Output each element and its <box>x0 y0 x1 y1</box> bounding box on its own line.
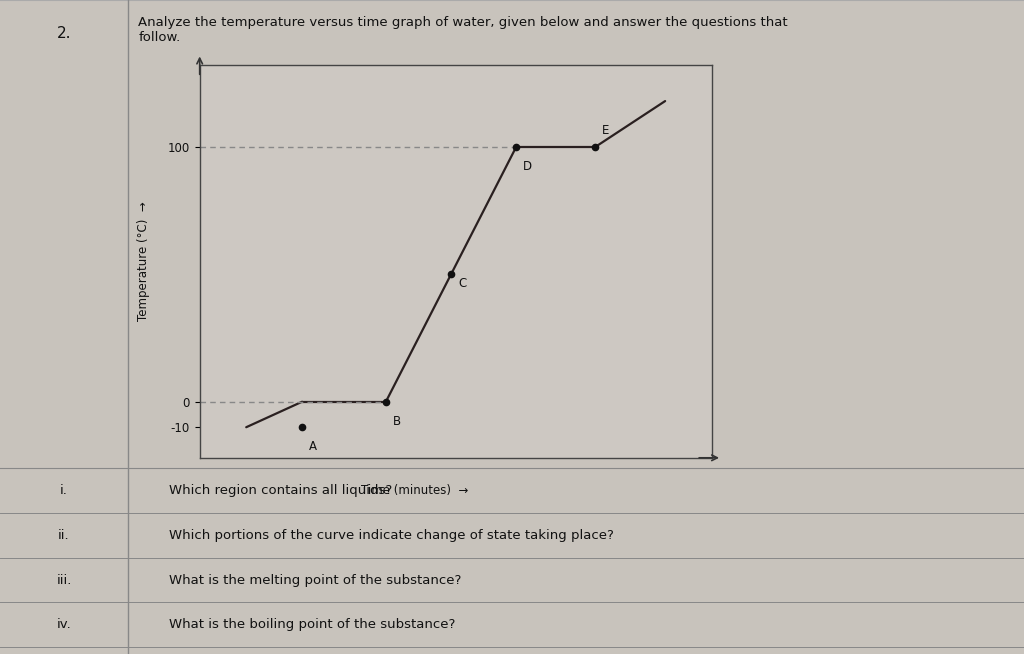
Text: C: C <box>458 277 466 290</box>
Text: i.: i. <box>60 483 68 496</box>
Text: Time (minutes)  →: Time (minutes) → <box>361 484 468 497</box>
Text: E: E <box>602 124 609 137</box>
Text: iv.: iv. <box>56 619 72 632</box>
Text: 2.: 2. <box>56 26 72 41</box>
Text: What is the boiling point of the substance?: What is the boiling point of the substan… <box>169 619 456 632</box>
Text: Temperature (°C)  →: Temperature (°C) → <box>137 201 150 322</box>
Text: B: B <box>393 415 401 428</box>
Text: What is the melting point of the substance?: What is the melting point of the substan… <box>169 574 462 587</box>
Text: ii.: ii. <box>58 528 70 542</box>
Text: Analyze the temperature versus time graph of water, given below and answer the q: Analyze the temperature versus time grap… <box>138 16 787 44</box>
Text: Which portions of the curve indicate change of state taking place?: Which portions of the curve indicate cha… <box>169 528 613 542</box>
Text: A: A <box>309 440 317 453</box>
Text: D: D <box>523 160 532 173</box>
Text: Which region contains all liquids?: Which region contains all liquids? <box>169 483 392 496</box>
Text: iii.: iii. <box>56 574 72 587</box>
